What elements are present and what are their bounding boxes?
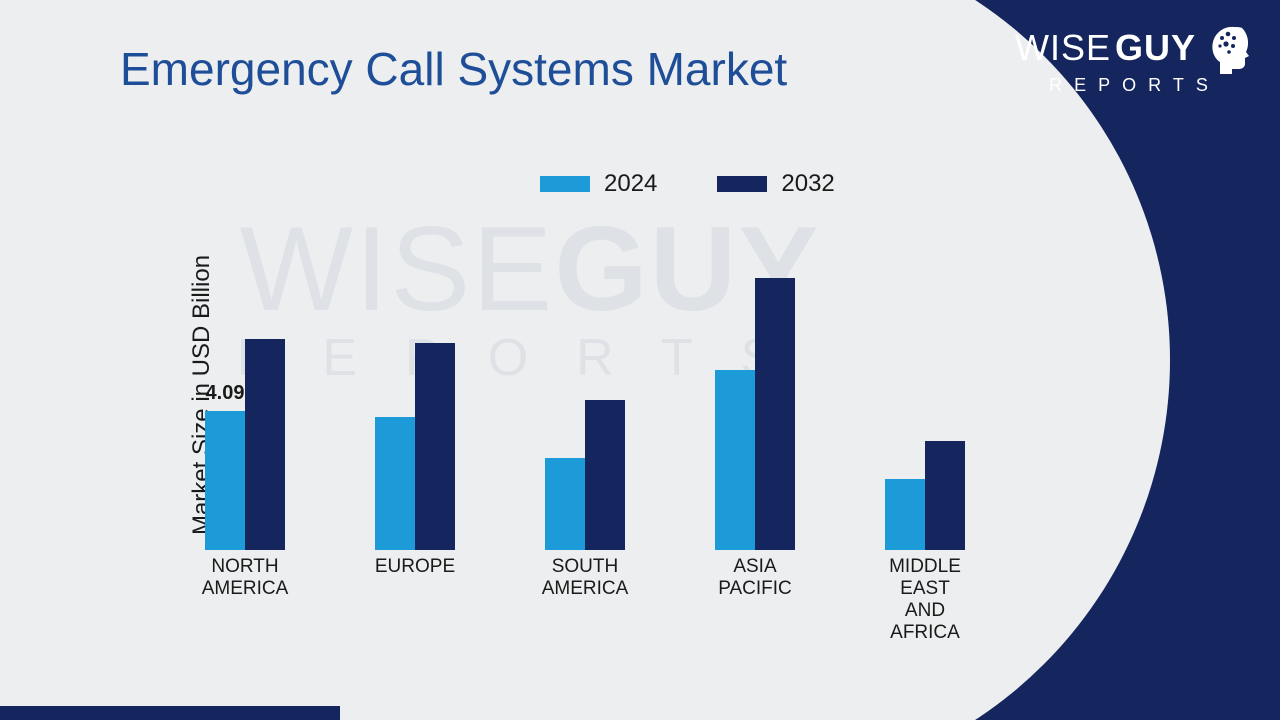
bar-value-label: 4.09 <box>205 382 245 405</box>
chart-title: Emergency Call Systems Market <box>120 42 787 96</box>
brand-word-guy: GUY <box>1115 30 1196 66</box>
bar-2032 <box>585 400 625 550</box>
bar-group <box>360 343 470 550</box>
bar-2024 <box>545 458 585 550</box>
category-label: EUROPE <box>345 556 485 630</box>
bar-group: 4.09 <box>190 339 300 550</box>
footer-accent-bar <box>0 706 340 720</box>
bar-group <box>870 441 980 550</box>
bar-2032 <box>245 339 285 550</box>
bar-2024 <box>375 417 415 550</box>
category-label: MIDDLEEASTANDAFRICA <box>855 556 995 630</box>
category-label: NORTHAMERICA <box>175 556 315 630</box>
bar-2024 <box>885 479 925 550</box>
category-label: ASIAPACIFIC <box>685 556 825 630</box>
brand-word-reports: REPORTS <box>1015 76 1254 94</box>
brand-word-wise: WISE <box>1015 30 1111 66</box>
bar-2024 <box>715 370 755 550</box>
bar-group <box>700 278 810 550</box>
bar-2032 <box>755 278 795 550</box>
brand-logo-line1: WISE GUY <box>1015 22 1254 74</box>
bar-group <box>530 400 640 550</box>
page-root: WISE GUY REPORTS WISEGUY REPORTS <box>0 0 1280 720</box>
brand-logo: WISE GUY REPORTS <box>1015 22 1254 94</box>
bar-2024 <box>205 411 245 550</box>
chart-area: Market Size in USD Billion 4.09NORTHAMER… <box>100 160 970 630</box>
bar-2032 <box>415 343 455 550</box>
bar-2032 <box>925 441 965 550</box>
plot-area: 4.09 NORTHAMERICA EUROPE SOUTHAMERICA ASIAPA… <box>130 210 970 630</box>
brand-head-icon <box>1202 22 1254 74</box>
category-label: SOUTHAMERICA <box>515 556 655 630</box>
